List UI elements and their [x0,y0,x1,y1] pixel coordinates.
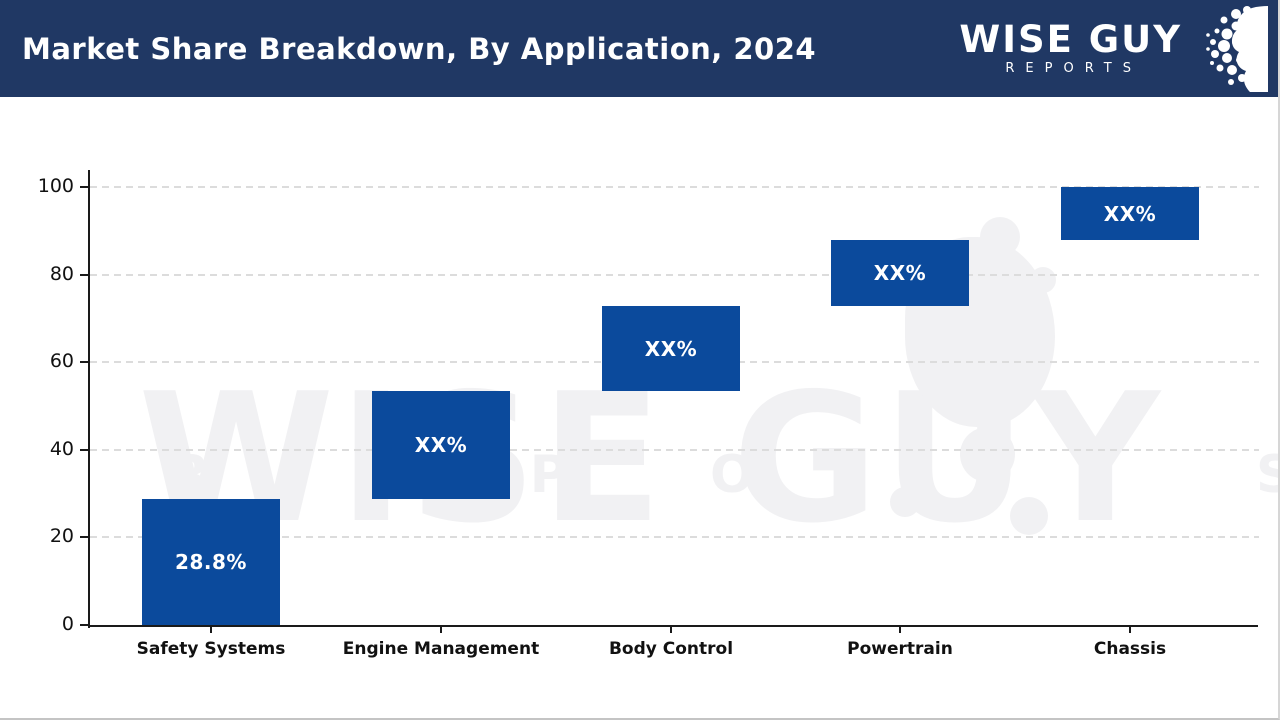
y-tick-mark [80,361,89,364]
gridline-y-20 [90,536,1259,539]
watermark-dot [890,487,920,517]
y-tick-label: 20 [49,525,74,548]
y-tick-mark [80,448,89,451]
x-tick-mark [210,627,212,633]
bar-value-label: 28.8% [175,549,247,574]
bar-value-label: XX% [873,261,927,286]
gridline-y-80 [90,273,1259,276]
y-tick-label: 80 [49,262,74,285]
bar-value-label: XX% [1103,201,1157,226]
watermark-dot [1010,497,1048,535]
logo-wordmark-line2: REPORTS [1005,61,1142,76]
bar-engine-management: XX% [372,391,510,499]
bar-body-control: XX% [602,306,740,392]
y-tick-mark [80,273,89,276]
x-category-label: Body Control [608,639,734,659]
watermark-dot [980,217,1020,257]
x-axis-line [88,625,1258,627]
logo-wordmark: WISE GUY REPORTS [959,21,1182,76]
x-tick-mark [440,627,442,633]
bar-chassis: XX% [1061,187,1199,241]
wise-guy-reports-logo: WISE GUY REPORTS [959,4,1270,94]
bar-value-label: XX% [644,336,698,361]
x-category-label: Engine Management [342,639,540,659]
gridline-y-100 [90,186,1259,188]
y-axis-line [88,170,90,628]
y-tick-mark [80,186,89,188]
dotted-face-icon [1206,5,1268,92]
bar-value-label: XX% [414,432,468,457]
logo-wordmark-line1: WISE GUY [959,18,1182,61]
x-category-label: Chassis [1093,639,1167,659]
y-tick-label: 100 [37,175,74,197]
bar-powertrain: XX% [831,240,969,307]
x-tick-mark [899,627,901,633]
gridline-y-40 [90,448,1259,451]
watermark-subline: R E P O R T S [170,445,1280,505]
watermark-dot [1030,267,1056,293]
x-tick-mark [670,627,672,633]
title-banner: Market Share Breakdown, By Application, … [0,0,1278,97]
waterfall-chart: WISE GUY R E P O R T S 0 20 40 60 80 100 28.8%… [0,97,1280,718]
y-tick-label: 60 [49,350,74,373]
y-tick-label: 0 [61,613,74,635]
y-tick-mark [80,536,89,539]
y-tick-mark [80,624,89,626]
watermark-dot [960,427,1015,482]
x-tick-mark [1129,627,1131,633]
y-tick-label: 40 [49,437,74,460]
bar-safety-systems: 28.8% [142,498,280,625]
page-title: Market Share Breakdown, By Application, … [22,31,817,66]
x-category-label: Safety Systems [136,639,286,659]
x-category-label: Powertrain [847,639,953,659]
